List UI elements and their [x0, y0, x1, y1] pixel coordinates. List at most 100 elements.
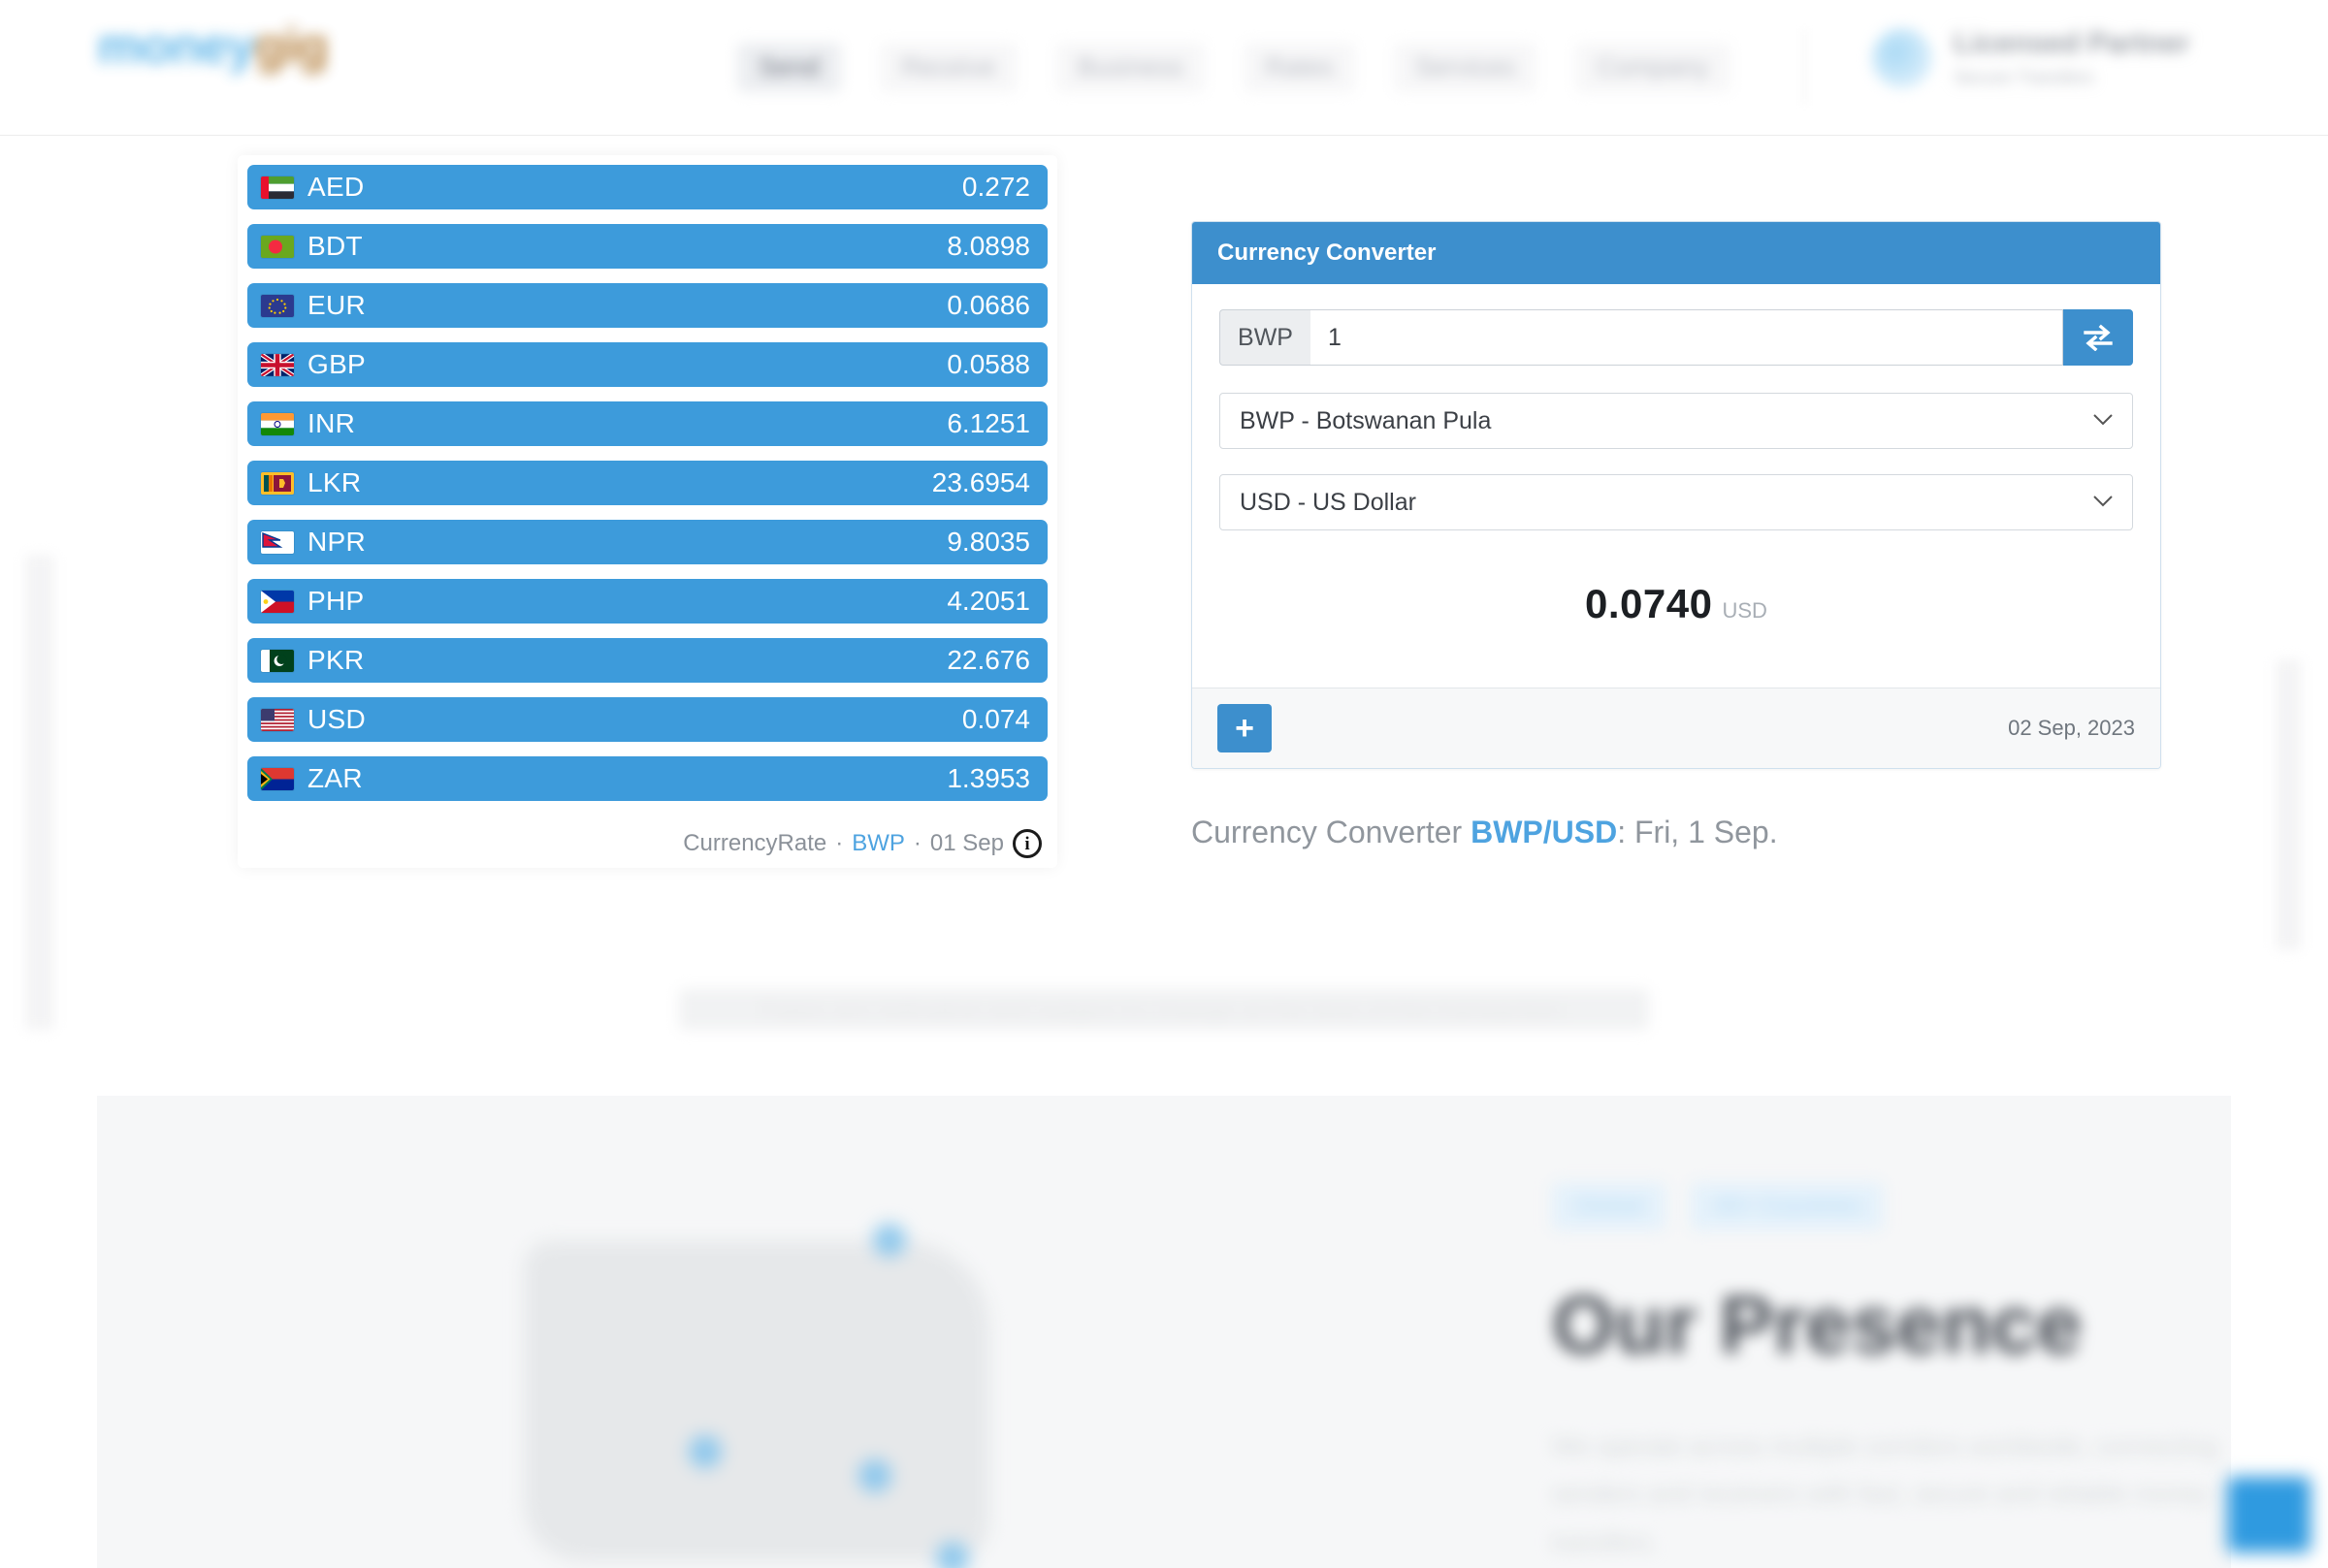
presence-heading: Our Presence: [1552, 1279, 2083, 1370]
currency-code: ZAR: [307, 763, 363, 793]
table-row[interactable]: USD 0.074: [247, 697, 1048, 742]
currency-value: 1.3953: [947, 763, 1030, 793]
flag-np-icon: [261, 530, 294, 554]
presence-description: We operate across multiple corridors wor…: [1552, 1431, 2217, 1556]
table-row[interactable]: PKR 22.676: [247, 638, 1048, 683]
header-divider: [1804, 29, 1805, 105]
table-row[interactable]: LKR 23.6954: [247, 461, 1048, 505]
table-row[interactable]: ZAR 1.3953: [247, 756, 1048, 801]
currency-code: NPR: [307, 527, 367, 557]
flag-us-icon: [261, 708, 294, 731]
footer-date: 01 Sep: [929, 830, 1004, 856]
map-landmass: [524, 1241, 989, 1561]
currency-value: 22.676: [947, 645, 1030, 675]
amount-currency-prefix: BWP: [1219, 309, 1310, 366]
footer-source: CurrencyRate: [683, 830, 827, 856]
converter-caption: Currency Converter BWP/USD: Fri, 1 Sep.: [1191, 815, 1778, 850]
currency-converter-card: Currency Converter BWP BWP - Botswanan P: [1191, 221, 2161, 769]
swap-currencies-button[interactable]: [2063, 309, 2133, 366]
nav-item-business[interactable]: Business: [1055, 43, 1206, 92]
map-location-dot: [873, 1224, 906, 1257]
currency-rate-list: AED 0.272 BDT 8.0898 EUR 0.0686: [238, 155, 1057, 868]
flag-gb-icon: [261, 353, 294, 376]
rate-list-footer: CurrencyRate · BWP · 01 Sep i: [238, 816, 1057, 862]
currency-value: 9.8035: [947, 527, 1030, 557]
amount-row: BWP: [1219, 309, 2133, 366]
currency-code: AED: [307, 172, 365, 202]
currency-code: USD: [307, 704, 367, 734]
brand-seal-icon: [1872, 28, 1932, 88]
footer-separator-1: ·: [835, 830, 844, 856]
map-location-dot: [858, 1459, 891, 1492]
nav-item-send[interactable]: Send: [737, 43, 842, 92]
currency-code: INR: [307, 408, 356, 438]
chat-fab[interactable]: [2227, 1477, 2311, 1552]
converter-footer: + 02 Sep, 2023: [1192, 688, 2160, 768]
flag-pk-icon: [261, 649, 294, 672]
table-row[interactable]: GBP 0.0588: [247, 342, 1048, 387]
caption-prefix: Currency Converter: [1191, 815, 1471, 849]
info-icon[interactable]: i: [1013, 829, 1042, 858]
table-row[interactable]: NPR 9.8035: [247, 520, 1048, 564]
footer-separator-2: ·: [913, 830, 922, 856]
currency-value: 4.2051: [947, 586, 1030, 616]
brand-secondary-text: Secure Transfers: [1954, 68, 2094, 88]
rates-notice-text: Rates are indicative and subject to chan…: [679, 989, 1649, 1030]
currency-value: 0.272: [961, 172, 1030, 202]
currency-value: 23.6954: [931, 467, 1030, 497]
table-row[interactable]: BDT 8.0898: [247, 224, 1048, 269]
side-tab-left[interactable]: [25, 555, 54, 1030]
amount-input[interactable]: [1310, 309, 2063, 366]
side-tab-right[interactable]: [2276, 659, 2301, 950]
swap-arrows-icon: [2082, 324, 2115, 351]
conversion-result: 0.0740 USD: [1219, 556, 2133, 666]
to-currency-select[interactable]: USD - US Dollar: [1219, 474, 2133, 530]
header-brand-badge[interactable]: Licensed Partner Secure Transfers: [1872, 27, 2189, 89]
map-location-dot: [689, 1435, 722, 1468]
result-value: 0.0740: [1585, 581, 1713, 626]
presence-badge-countries: 40+ Countries: [1691, 1183, 1884, 1230]
table-row[interactable]: PHP 4.2051: [247, 579, 1048, 624]
flag-lk-icon: [261, 471, 294, 495]
flag-za-icon: [261, 767, 294, 790]
site-header: moneygig Send Receive Business Rates Ser…: [0, 0, 2328, 136]
currency-code: LKR: [307, 467, 362, 497]
table-row[interactable]: INR 6.1251: [247, 401, 1048, 446]
currency-code: BDT: [307, 231, 363, 261]
converter-title: Currency Converter: [1192, 222, 2160, 284]
world-map-graphic: [524, 1202, 1145, 1568]
presence-badge-global: Global: [1552, 1183, 1666, 1230]
from-currency-select[interactable]: BWP - Botswanan Pula: [1219, 393, 2133, 449]
to-currency-wrap: USD - US Dollar: [1219, 474, 2133, 530]
footer-base-currency[interactable]: BWP: [852, 830, 905, 856]
nav-item-company[interactable]: Company: [1575, 43, 1730, 92]
flag-bd-icon: [261, 235, 294, 258]
currency-value: 0.0686: [947, 290, 1030, 320]
result-currency: USD: [1722, 598, 1767, 623]
nav-item-services[interactable]: Services: [1393, 43, 1537, 92]
table-row[interactable]: AED 0.272: [247, 165, 1048, 209]
currency-code: EUR: [307, 290, 367, 320]
flag-ph-icon: [261, 590, 294, 613]
currency-value: 8.0898: [947, 231, 1030, 261]
map-location-dot: [936, 1542, 969, 1568]
main-navigation: Send Receive Business Rates Services Com…: [737, 43, 1730, 92]
nav-item-receive[interactable]: Receive: [880, 43, 1018, 92]
currency-value: 0.074: [961, 704, 1030, 734]
site-logo[interactable]: moneygig: [97, 17, 329, 76]
logo-text-main: money: [97, 18, 256, 75]
currency-value: 6.1251: [947, 408, 1030, 438]
currency-code: PKR: [307, 645, 365, 675]
flag-eu-icon: [261, 294, 294, 317]
brand-primary-text: Licensed Partner: [1954, 27, 2190, 59]
caption-suffix: : Fri, 1 Sep.: [1617, 815, 1778, 849]
nav-item-rates[interactable]: Rates: [1244, 43, 1355, 92]
caption-pair-link[interactable]: BWP/USD: [1471, 815, 1618, 849]
table-row[interactable]: EUR 0.0686: [247, 283, 1048, 328]
add-currency-button[interactable]: +: [1217, 704, 1272, 752]
our-presence-section: Global 40+ Countries Our Presence We ope…: [97, 1096, 2231, 1568]
from-currency-wrap: BWP - Botswanan Pula: [1219, 393, 2133, 449]
flag-ae-icon: [261, 176, 294, 199]
currency-value: 0.0588: [947, 349, 1030, 379]
converter-date: 02 Sep, 2023: [2008, 716, 2135, 740]
